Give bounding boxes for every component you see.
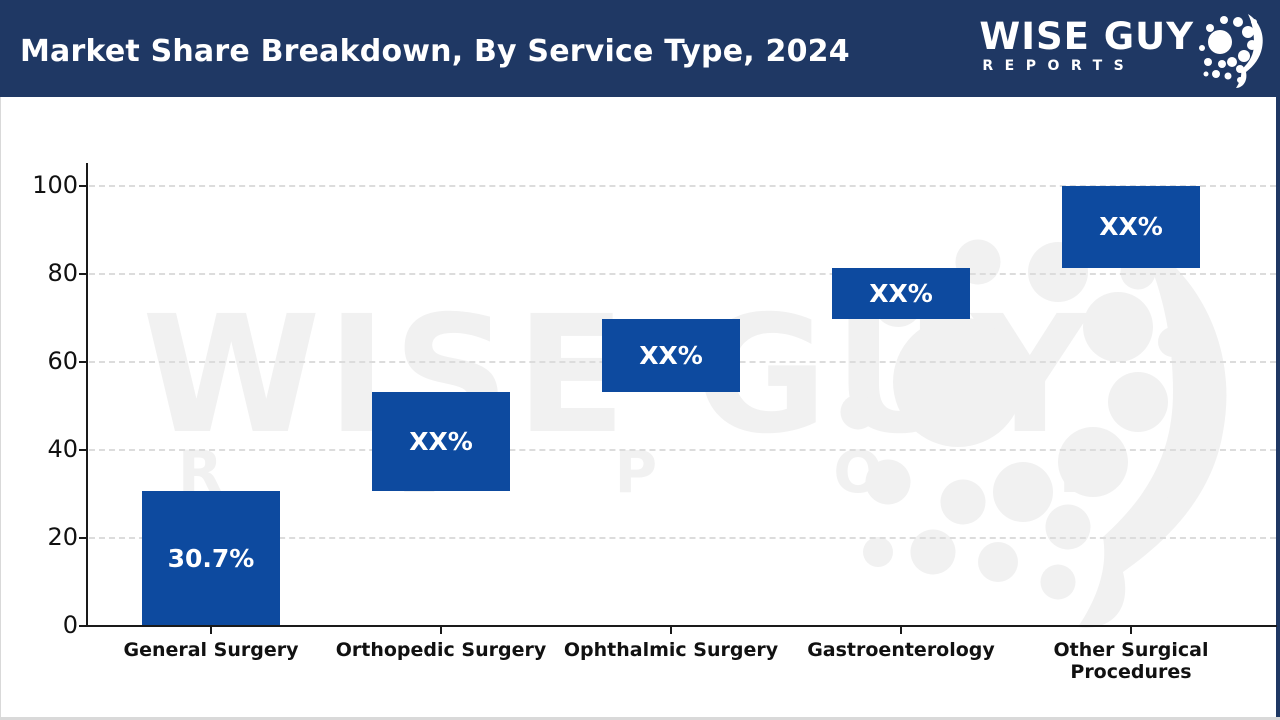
right-border bbox=[1276, 0, 1280, 717]
x-tick-label: General Surgery bbox=[123, 639, 299, 661]
logo-text: WISE GUY REPORTS bbox=[979, 18, 1194, 74]
x-tick-label: Gastroenterology bbox=[807, 639, 995, 661]
y-tick-label: 60 bbox=[47, 347, 78, 375]
y-tick-label: 80 bbox=[47, 259, 78, 287]
x-axis-tick bbox=[440, 627, 442, 634]
left-border bbox=[0, 97, 1, 717]
y-axis-tick bbox=[79, 625, 87, 627]
bar-value-label: XX% bbox=[639, 340, 703, 370]
y-tick-label: 0 bbox=[62, 611, 78, 639]
bar: XX% bbox=[1062, 186, 1200, 268]
gridline bbox=[89, 185, 1276, 187]
gridline bbox=[89, 449, 1276, 451]
y-axis-tick bbox=[79, 185, 87, 187]
bar-value-label: 30.7% bbox=[167, 543, 255, 573]
bar: 30.7% bbox=[142, 490, 280, 626]
x-tick-label: Ophthalmic Surgery bbox=[563, 639, 779, 661]
x-axis-tick bbox=[1130, 627, 1132, 634]
x-axis-tick bbox=[900, 627, 902, 634]
bottom-border bbox=[0, 717, 1280, 720]
page-title: Market Share Breakdown, By Service Type,… bbox=[20, 34, 850, 69]
y-tick-label: 40 bbox=[47, 435, 78, 463]
x-tick-label: Orthopedic Surgery bbox=[335, 639, 547, 661]
bar-value-label: XX% bbox=[409, 426, 473, 456]
y-tick-label: 100 bbox=[32, 171, 78, 199]
y-axis-tick bbox=[79, 273, 87, 275]
x-axis-tick bbox=[670, 627, 672, 634]
y-tick-label: 20 bbox=[47, 523, 78, 551]
y-axis-tick bbox=[79, 537, 87, 539]
logo-head-icon bbox=[1199, 14, 1263, 88]
x-axis-tick bbox=[210, 627, 212, 634]
bar: XX% bbox=[602, 318, 740, 392]
bar: XX% bbox=[372, 391, 510, 491]
bar-value-label: XX% bbox=[869, 278, 933, 308]
bar-value-label: XX% bbox=[1099, 212, 1163, 242]
x-tick-label: Other Surgical Procedures bbox=[1053, 639, 1209, 683]
bar: XX% bbox=[832, 267, 970, 319]
header-bar: Market Share Breakdown, By Service Type,… bbox=[0, 0, 1280, 97]
y-axis-tick bbox=[79, 361, 87, 363]
logo-wordmark: WISE GUY bbox=[979, 15, 1194, 58]
gridline bbox=[89, 273, 1276, 275]
x-axis-line bbox=[86, 625, 1277, 627]
y-axis-line bbox=[86, 163, 88, 627]
y-axis-tick bbox=[79, 449, 87, 451]
wise-guy-reports-logo: WISE GUY REPORTS bbox=[979, 10, 1266, 90]
logo-subtitle: REPORTS bbox=[982, 58, 1136, 74]
gridline bbox=[89, 537, 1276, 539]
